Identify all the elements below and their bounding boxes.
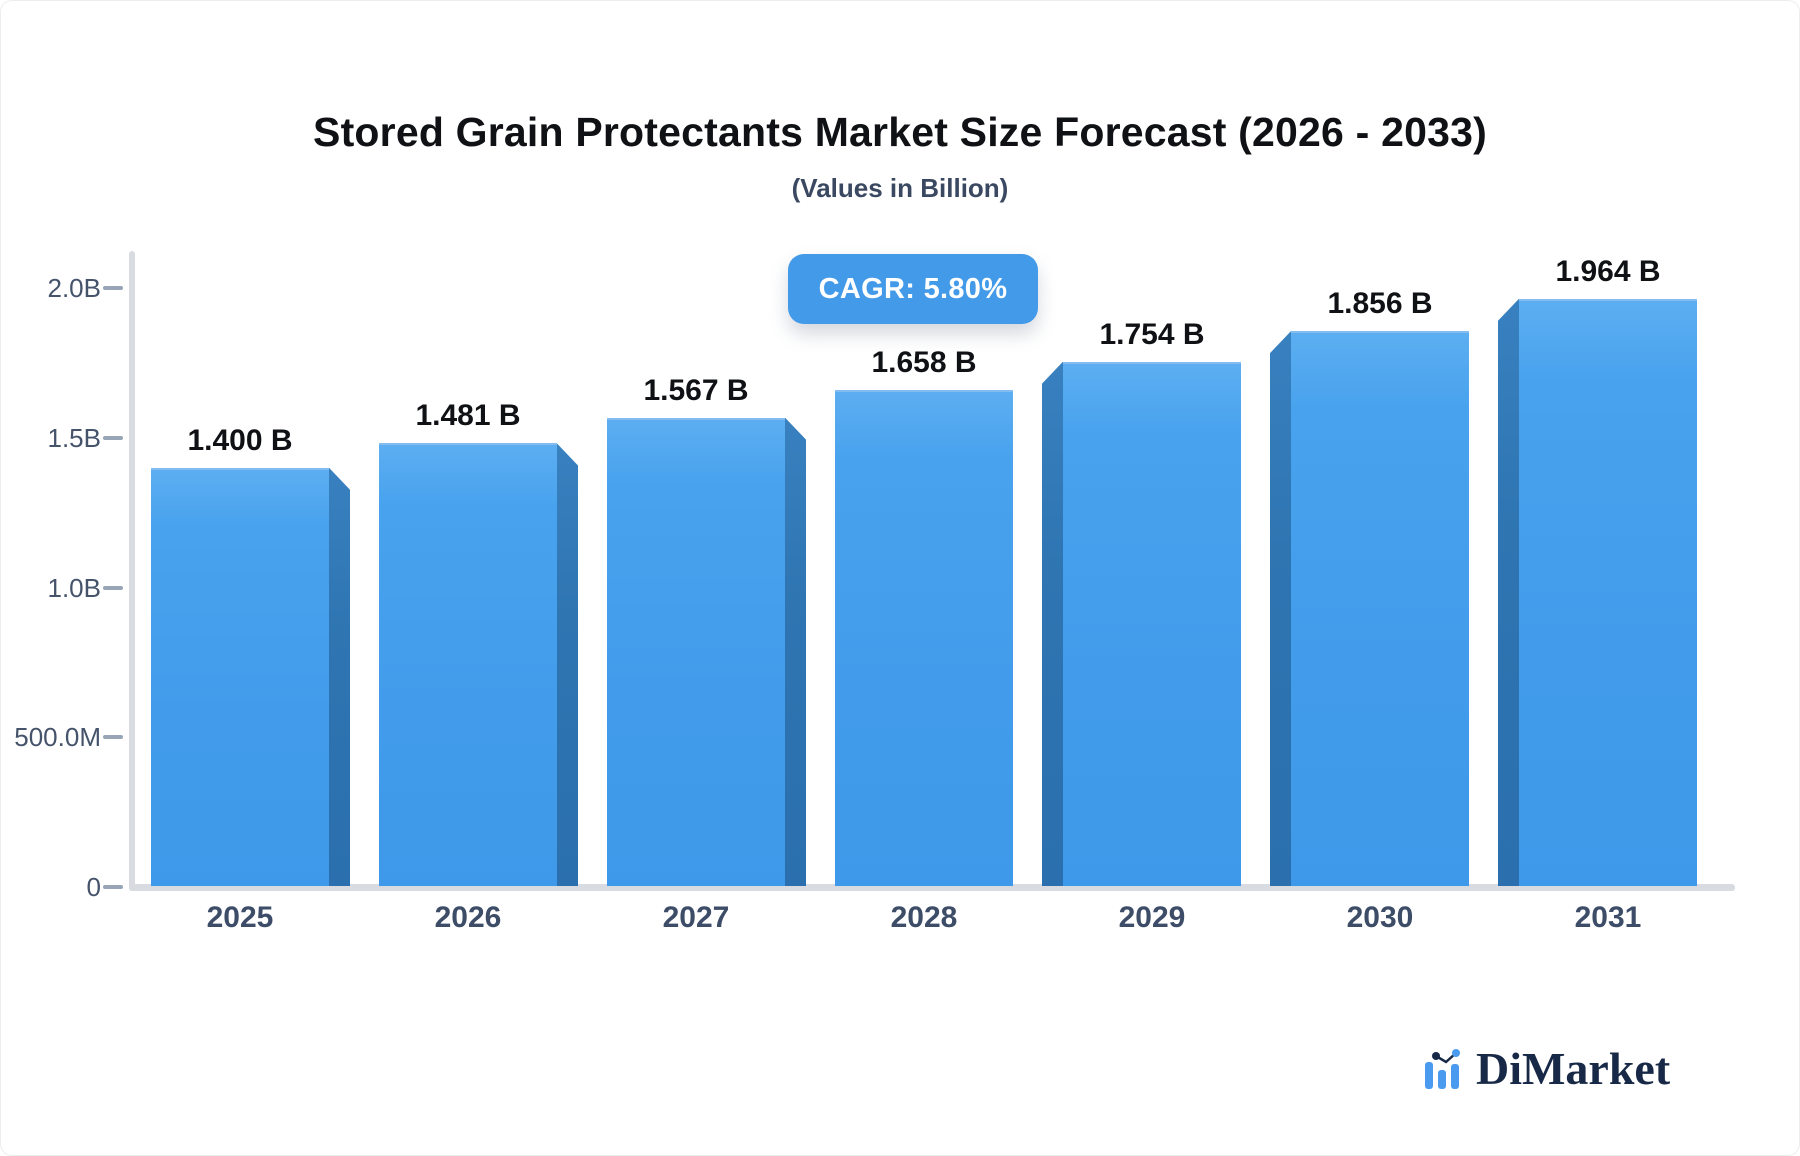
bar-value-label-2026: 1.481 B [415,399,521,433]
bar-side-2026 [557,443,578,886]
bar-side-2029 [1042,361,1063,886]
y-tick-label: 1.5B [47,422,102,453]
chart-title: Stored Grain Protectants Market Size For… [313,109,1487,155]
logo-dot-blue [1452,1049,1460,1057]
x-tick-label-2030: 2030 [1346,901,1414,934]
bar-value-label-2029: 1.754 B [1099,317,1205,351]
x-tick-label-2028: 2028 [890,901,958,934]
y-tick-label: 1.0B [47,572,102,603]
bar-side-2031 [1498,298,1519,886]
bar-side-2027 [785,417,806,886]
bar-chart-logo-icon [1425,1049,1460,1089]
y-tick-label: 2.0B [47,273,102,303]
bar-value-label-2025: 1.400 B [187,423,293,457]
bar-value-label-2027: 1.567 B [643,373,749,407]
brand-logo-text: DiMarket [1476,1043,1671,1094]
bar-2031 [1519,298,1697,886]
x-tick-label-2026: 2026 [434,901,502,934]
x-axis-baseline [129,884,1735,891]
x-tick-label-2027: 2027 [662,901,730,934]
bar-side-2025 [329,467,350,886]
y-axis-line [129,251,135,891]
cagr-badge: CAGR: 5.80% [788,254,1038,324]
brand-logo: DiMarket [1422,1043,1671,1094]
y-tick-label: 500.0M [14,722,101,753]
x-tick-label-2025: 2025 [206,901,274,934]
bar-2026 [379,443,557,886]
y-tick-mark [103,885,123,889]
x-tick-label-2031: 2031 [1574,901,1642,934]
y-tick-label: 0 [86,872,101,902]
y-tick-mark [103,286,123,290]
bar-value-label-2028: 1.658 B [871,346,977,380]
y-tick-mark [103,435,123,440]
bar-2030 [1291,331,1469,886]
cagr-badge-label: CAGR: 5.80% [818,272,1008,305]
chart-subtitle: (Values in Billion) [791,173,1009,203]
bar-value-label-2031: 1.964 B [1555,254,1661,288]
bar-2028 [835,390,1013,886]
logo-dot-navy [1432,1052,1440,1060]
x-tick-label-2029: 2029 [1118,901,1186,934]
bar-value-label-2030: 1.856 B [1327,287,1433,321]
bar-2027 [607,417,785,886]
bar-side-2030 [1270,331,1291,886]
y-tick-mark [103,735,123,740]
bar-2029 [1063,361,1241,886]
y-tick-mark [103,585,123,590]
bar-2025 [151,467,329,886]
